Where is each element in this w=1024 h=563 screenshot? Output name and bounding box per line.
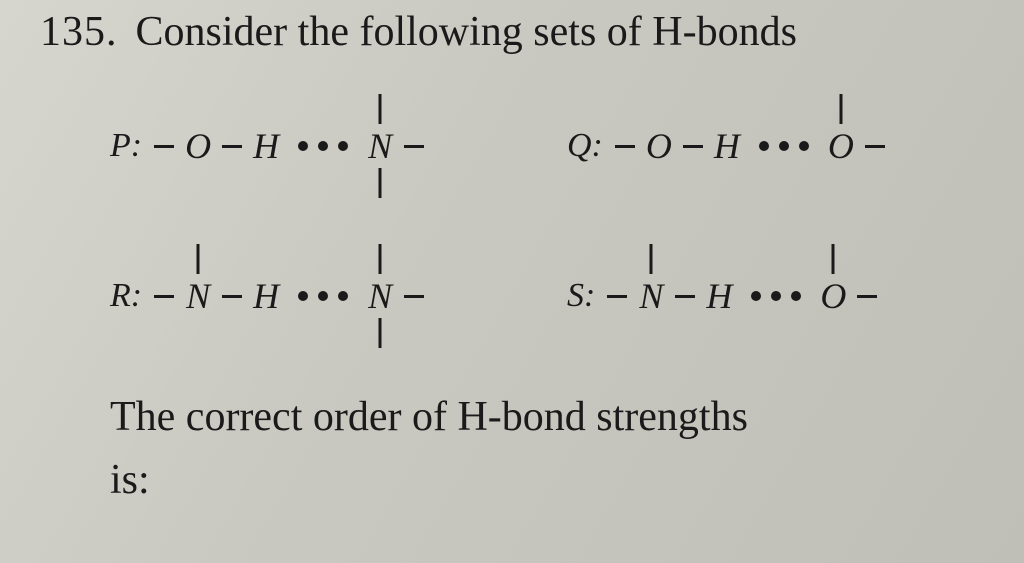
bond-cell-q: Q: O H O bbox=[567, 86, 984, 206]
dash-icon bbox=[675, 295, 695, 298]
lead-dash-icon bbox=[154, 295, 174, 298]
bond-cell-s: S: N H O bbox=[567, 236, 984, 356]
h-atom-s: H bbox=[703, 278, 735, 314]
dash-icon bbox=[683, 145, 703, 148]
trail-dash-icon bbox=[404, 295, 424, 298]
h-atom-p: H bbox=[250, 128, 282, 164]
trail-dash-icon bbox=[404, 145, 424, 148]
acceptor-atom-q: O bbox=[825, 128, 857, 164]
acceptor-atom-p: N bbox=[364, 128, 396, 164]
h-atom-q: H bbox=[711, 128, 743, 164]
question-tail: The correct order of H-bond strengths is… bbox=[110, 386, 984, 512]
tail-line-1: The correct order of H-bond strengths bbox=[110, 394, 748, 440]
bond-grid: P: O H N Q: O H O bbox=[110, 86, 984, 356]
bond-structure-q: O H O bbox=[615, 128, 885, 164]
lead-dash-icon bbox=[607, 295, 627, 298]
donor-atom-s: N bbox=[635, 278, 667, 314]
bond-structure-r: N H N bbox=[154, 278, 424, 314]
bond-label-s: S: bbox=[567, 277, 595, 315]
acceptor-atom-r: N bbox=[364, 278, 396, 314]
hbond-dots-icon bbox=[743, 291, 809, 301]
donor-atom-r: N bbox=[182, 278, 214, 314]
tail-line-2: is: bbox=[110, 457, 150, 503]
h-atom-r: H bbox=[250, 278, 282, 314]
donor-atom-q: O bbox=[643, 128, 675, 164]
lead-dash-icon bbox=[154, 145, 174, 148]
donor-atom-p: O bbox=[182, 128, 214, 164]
lead-dash-icon bbox=[615, 145, 635, 148]
bond-structure-s: N H O bbox=[607, 278, 877, 314]
bond-cell-p: P: O H N bbox=[110, 86, 527, 206]
question-text: Consider the following sets of H-bonds bbox=[136, 8, 797, 56]
bond-label-r: R: bbox=[110, 277, 142, 315]
dash-icon bbox=[222, 145, 242, 148]
bond-label-q: Q: bbox=[567, 127, 603, 165]
question-number: 135. bbox=[40, 8, 118, 56]
bond-structure-p: O H N bbox=[154, 128, 424, 164]
bond-cell-r: R: N H N bbox=[110, 236, 527, 356]
question-page: 135. Consider the following sets of H-bo… bbox=[0, 0, 1024, 563]
hbond-dots-icon bbox=[751, 141, 817, 151]
acceptor-atom-s: O bbox=[817, 278, 849, 314]
bond-label-p: P: bbox=[110, 127, 142, 165]
question-heading: 135. Consider the following sets of H-bo… bbox=[40, 8, 984, 56]
dash-icon bbox=[222, 295, 242, 298]
trail-dash-icon bbox=[865, 145, 885, 148]
hbond-dots-icon bbox=[290, 141, 356, 151]
hbond-dots-icon bbox=[290, 291, 356, 301]
trail-dash-icon bbox=[857, 295, 877, 298]
